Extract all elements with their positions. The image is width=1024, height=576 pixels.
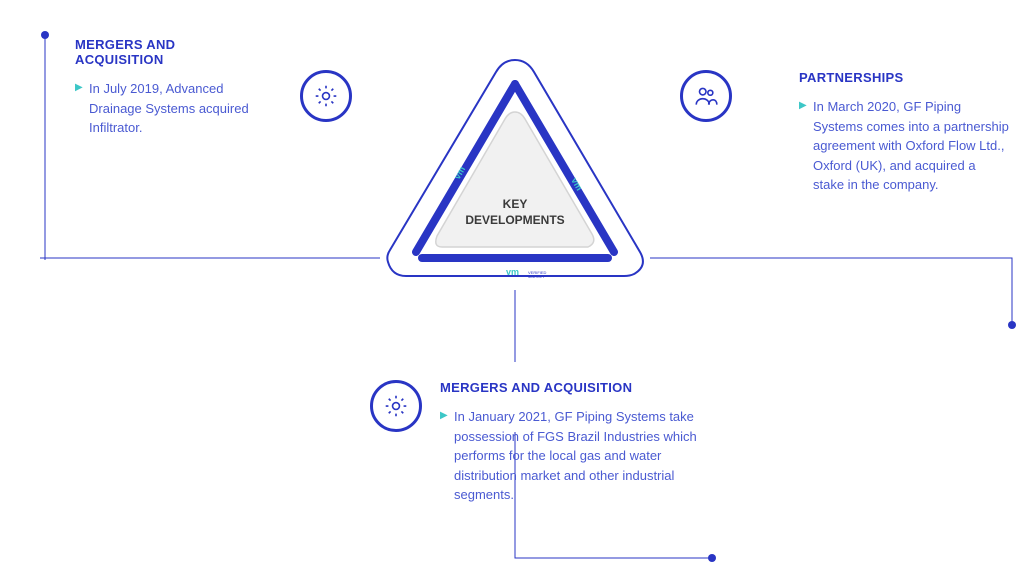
gear-icon (383, 393, 409, 419)
text-bottom: In January 2021, GF Piping Systems take … (440, 407, 700, 505)
svg-text:MARKET: MARKET (528, 274, 545, 279)
heading-right: PARTNERSHIPS (799, 70, 1009, 85)
icon-circle-bottom (370, 380, 422, 432)
gear-icon (313, 83, 339, 109)
center-title-line1: KEY (503, 197, 528, 211)
icon-circle-right (680, 70, 732, 122)
connector-left-ext (40, 255, 380, 261)
section-mergers-left: MERGERS AND ACQUISITION In July 2019, Ad… (75, 37, 260, 138)
heading-bottom: MERGERS AND ACQUISITION (440, 380, 700, 395)
center-title-line2: DEVELOPMENTS (465, 213, 564, 227)
text-right: In March 2020, GF Piping Systems comes i… (799, 97, 1009, 195)
icon-circle-left (300, 70, 352, 122)
heading-left: MERGERS AND ACQUISITION (75, 37, 260, 67)
section-partnerships: PARTNERSHIPS In March 2020, GF Piping Sy… (799, 70, 1009, 195)
connector-right (650, 255, 1020, 335)
text-left: In July 2019, Advanced Drainage Systems … (75, 79, 260, 138)
section-mergers-bottom: MERGERS AND ACQUISITION In January 2021,… (440, 380, 700, 505)
center-title: KEY DEVELOPMENTS (465, 197, 564, 228)
triangle-graphic: vm VERIFIED MARKET vm vm KEY DEVELOPMENT… (380, 52, 650, 292)
people-icon (693, 83, 719, 109)
svg-text:vm: vm (506, 267, 519, 277)
